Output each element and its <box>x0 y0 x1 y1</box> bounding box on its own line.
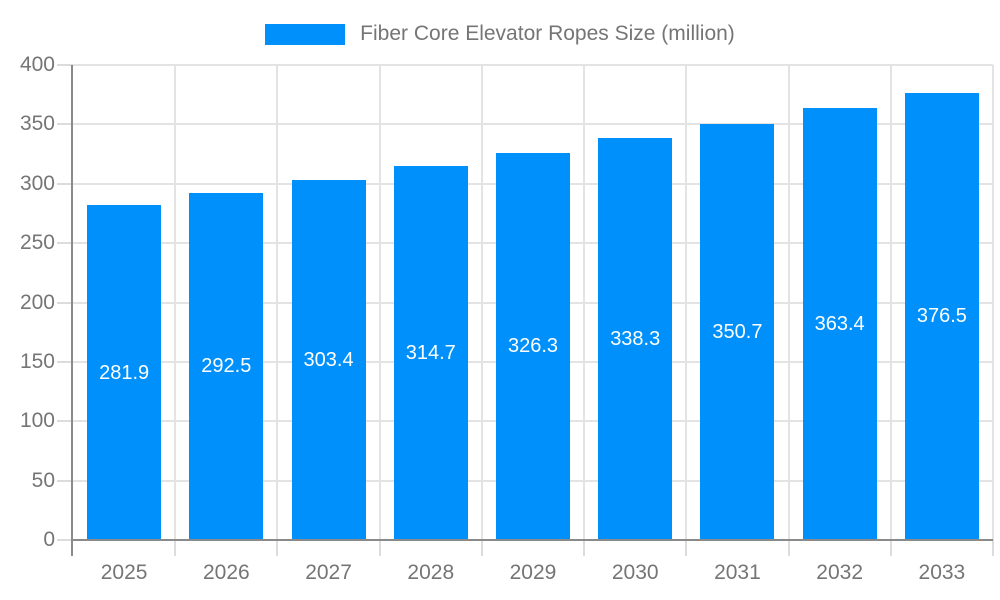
x-tick <box>480 540 483 556</box>
bar-value-label: 350.7 <box>712 320 763 343</box>
v-gridline <box>276 65 279 540</box>
x-axis-label: 2029 <box>509 561 557 584</box>
y-axis-label: 50 <box>31 468 55 492</box>
bar <box>700 123 775 540</box>
x-tick <box>992 540 994 556</box>
y-tick <box>57 420 73 423</box>
y-tick <box>57 479 73 482</box>
x-tick <box>378 540 381 556</box>
x-axis-label: 2030 <box>611 561 659 584</box>
x-tick <box>276 540 279 556</box>
x-tick <box>889 540 892 556</box>
y-tick <box>57 301 73 304</box>
y-axis-label: 100 <box>19 409 55 433</box>
y-tick <box>57 360 73 363</box>
x-axis-label: 2027 <box>305 561 352 584</box>
v-gridline <box>378 65 381 540</box>
x-axis-line <box>73 539 993 541</box>
x-axis-label: 2031 <box>714 561 761 584</box>
legend-swatch <box>265 23 346 45</box>
bar-value-label: 292.5 <box>201 355 252 378</box>
bar-value-label: 338.3 <box>610 328 661 351</box>
h-gridline <box>73 123 993 126</box>
h-gridline <box>73 64 993 66</box>
x-axis-label: 2028 <box>407 561 455 584</box>
y-axis-label: 150 <box>19 349 55 373</box>
y-tick <box>57 182 73 185</box>
v-gridline <box>480 65 483 540</box>
y-axis-label: 350 <box>19 112 55 136</box>
bar <box>189 192 264 540</box>
bar <box>802 108 877 540</box>
y-axis-label: 300 <box>19 171 55 195</box>
y-axis-label: 0 <box>43 528 55 551</box>
x-tick <box>174 540 177 556</box>
bar-value-label: 363.4 <box>814 313 865 336</box>
v-gridline <box>685 65 688 540</box>
x-axis-label: 2033 <box>918 561 966 584</box>
x-axis-label: 2025 <box>100 561 148 584</box>
y-tick <box>57 123 73 126</box>
bar <box>87 205 162 540</box>
v-gridline <box>583 65 586 540</box>
y-tick <box>57 539 73 541</box>
v-gridline <box>889 65 892 540</box>
v-gridline <box>174 65 177 540</box>
x-axis-label: 2026 <box>202 561 250 584</box>
y-tick <box>57 242 73 245</box>
y-axis-line <box>71 65 73 556</box>
bar <box>496 152 570 540</box>
x-axis-label: 2032 <box>816 561 864 584</box>
v-gridline <box>787 65 790 540</box>
legend-item[interactable]: Fiber Core Elevator Ropes Size (million) <box>0 22 1000 46</box>
bar <box>598 138 673 540</box>
v-gridline <box>992 65 994 540</box>
y-tick <box>57 64 73 66</box>
x-tick <box>685 540 688 556</box>
bar-value-label: 326.3 <box>507 335 559 358</box>
y-axis-label: 400 <box>19 53 55 76</box>
y-axis-label: 200 <box>19 290 55 314</box>
bar <box>393 166 468 540</box>
x-tick <box>583 540 586 556</box>
bar <box>904 92 979 540</box>
x-tick <box>787 540 790 556</box>
legend-label: Fiber Core Elevator Ropes Size (million) <box>360 22 735 45</box>
bar-value-label: 303.4 <box>303 348 354 371</box>
bar-value-label: 314.7 <box>405 342 456 365</box>
bar-value-label: 376.5 <box>916 305 967 328</box>
bar-value-label: 281.9 <box>99 361 150 384</box>
bar <box>291 179 366 540</box>
y-axis-label: 250 <box>19 231 55 255</box>
